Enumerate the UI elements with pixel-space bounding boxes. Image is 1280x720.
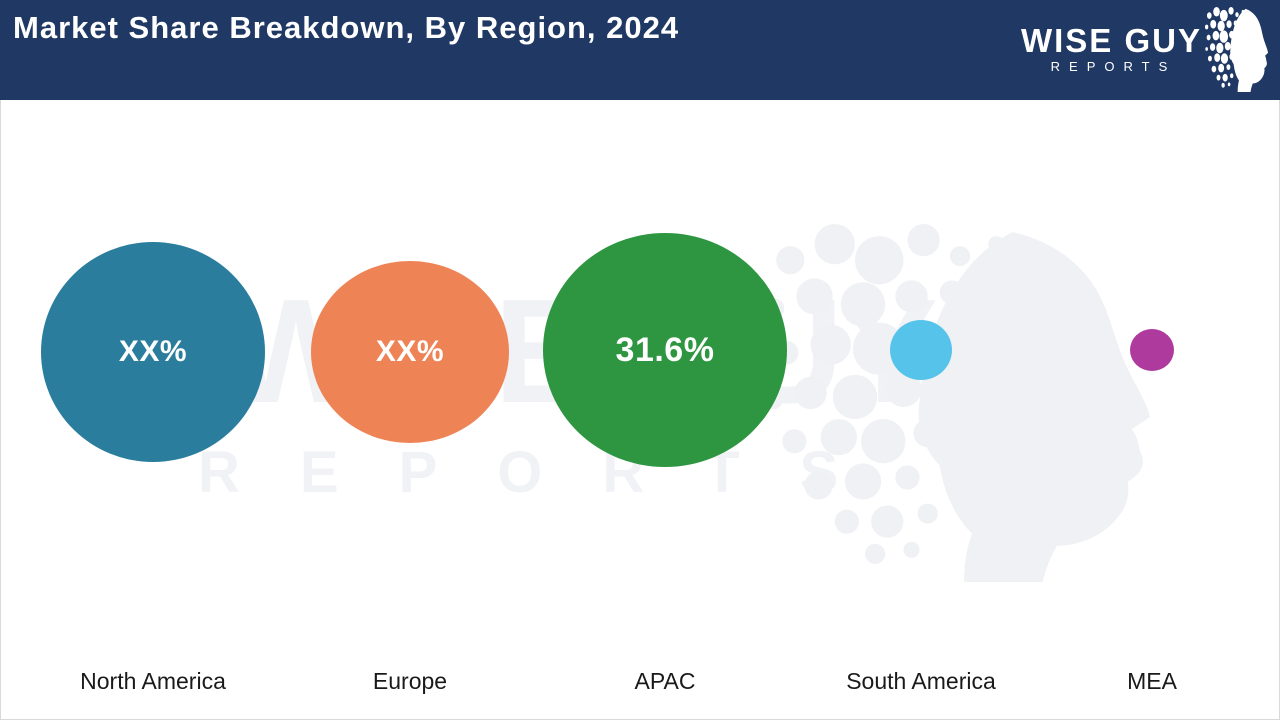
page-title: Market Share Breakdown, By Region, 2024 bbox=[13, 10, 680, 45]
bubble-mea bbox=[1130, 329, 1174, 371]
category-label-apac: APAC bbox=[634, 668, 696, 694]
bubble-value-europe: XX% bbox=[375, 335, 445, 368]
bubble-south-america bbox=[890, 320, 952, 380]
category-label-north-america: North America bbox=[80, 668, 226, 694]
bubble-europe: XX% bbox=[311, 261, 509, 443]
bubble-value-apac: 31.6% bbox=[615, 330, 715, 369]
bubble-value-north-america: XX% bbox=[118, 335, 188, 368]
category-label-mea: MEA bbox=[1127, 668, 1177, 694]
logo-brand-subtitle: REPORTS bbox=[1050, 58, 1177, 74]
wise-guy-reports-logo: WISE GUY REPORTS bbox=[1021, 6, 1270, 92]
logo-text: WISE GUY REPORTS bbox=[1021, 24, 1202, 74]
header-bar: Market Share Breakdown, By Region, 2024 … bbox=[0, 0, 1280, 100]
logo-brand-name: WISE GUY bbox=[1020, 22, 1202, 60]
bubble-north-america: XX% bbox=[41, 242, 265, 462]
category-label-europe: Europe bbox=[372, 668, 448, 694]
bubble-apac: 31.6% bbox=[543, 233, 787, 467]
category-label-south-america: South America bbox=[846, 668, 996, 694]
